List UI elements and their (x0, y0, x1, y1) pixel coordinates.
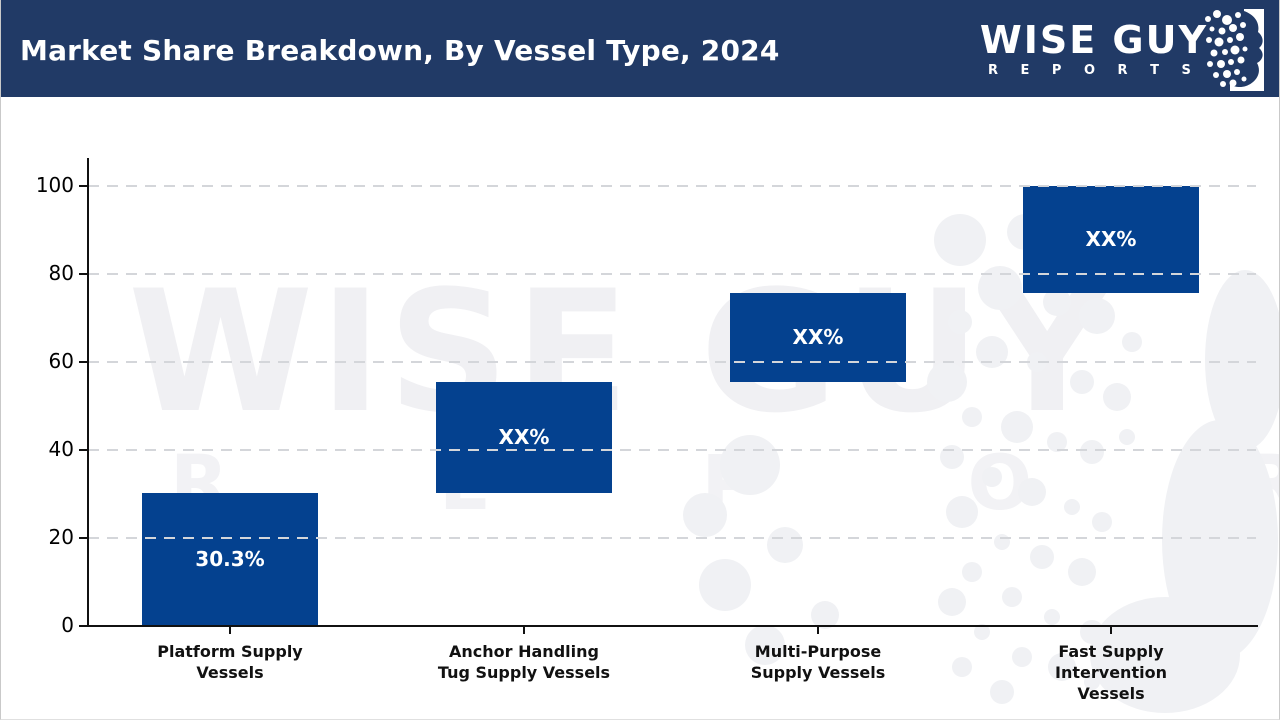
gridline-100 (88, 185, 1256, 187)
gridline-40 (88, 449, 1256, 451)
waterfall-bar: 30.3% (142, 492, 318, 626)
brand-logo: WISE GUY R E P O R T S (980, 6, 1264, 92)
x-tick-mark (523, 627, 525, 634)
y-tick-label: 20 (48, 525, 74, 549)
bar-value-label: XX% (792, 325, 844, 350)
brand-sub-text: R E P O R T S (987, 62, 1200, 78)
bar-value-label: XX% (1085, 227, 1137, 252)
x-axis-line (87, 625, 1258, 627)
y-tick-label: 80 (48, 261, 74, 285)
category-label: Anchor Handling Tug Supply Vessels (437, 642, 611, 683)
category-label: Platform Supply Vessels (157, 642, 303, 683)
x-tick-mark (817, 627, 819, 634)
brand-name-text: WISE GUY (979, 17, 1208, 62)
watermark-wordmark: WISE GUY (128, 254, 1115, 450)
y-tick-label: 40 (48, 437, 74, 461)
y-axis-line (87, 158, 89, 627)
y-tick-mark (79, 449, 87, 451)
gridline-80 (88, 273, 1256, 275)
category-label: Fast Supply Intervention Vessels (1055, 642, 1167, 704)
category-label: Multi-Purpose Supply Vessels (750, 642, 886, 683)
x-tick-mark (229, 627, 231, 634)
waterfall-bar: XX% (730, 292, 906, 382)
brand-head-icon (1205, 9, 1264, 91)
y-tick-mark (79, 537, 87, 539)
brand-wordmark: WISE GUY R E P O R T S (980, 21, 1208, 78)
bar-value-label: 30.3% (195, 547, 265, 572)
y-tick-label: 100 (35, 173, 74, 197)
x-tick-mark (1110, 627, 1112, 634)
waterfall-bar: XX% (1023, 186, 1199, 293)
waterfall-bar: XX% (436, 381, 612, 493)
header-bar: Market Share Breakdown, By Vessel Type, … (0, 0, 1280, 97)
y-tick-mark (79, 625, 87, 627)
gridline-60 (88, 361, 1256, 363)
y-tick-label: 0 (61, 613, 74, 637)
y-tick-mark (79, 361, 87, 363)
bar-value-label: XX% (498, 425, 550, 450)
gridline-20 (88, 537, 1256, 539)
y-tick-label: 60 (48, 349, 74, 373)
y-tick-mark (79, 273, 87, 275)
y-tick-mark (79, 185, 87, 187)
chart-title: Market Share Breakdown, By Vessel Type, … (20, 34, 780, 67)
